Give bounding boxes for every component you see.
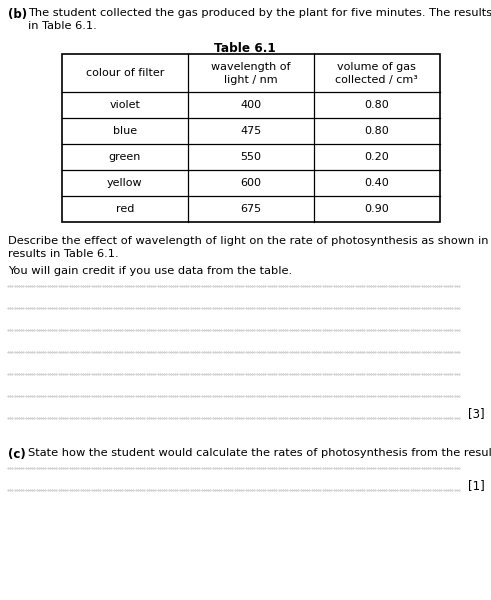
Text: collected / cm³: collected / cm³	[335, 75, 418, 85]
Text: [1]: [1]	[468, 479, 485, 493]
Text: violet: violet	[109, 100, 140, 110]
Text: 550: 550	[240, 152, 261, 162]
Text: 675: 675	[240, 204, 261, 214]
Text: yellow: yellow	[107, 178, 143, 188]
Text: 0.80: 0.80	[364, 100, 389, 110]
Bar	[62, 54, 440, 222]
Text: light / nm: light / nm	[224, 75, 277, 85]
Text: Table 6.1: Table 6.1	[214, 42, 276, 55]
Text: 475: 475	[240, 126, 261, 136]
Text: 0.40: 0.40	[364, 178, 389, 188]
Text: State how the student would calculate the rates of photosynthesis from the resul: State how the student would calculate th…	[28, 448, 491, 458]
Text: colour of filter: colour of filter	[86, 68, 164, 78]
Text: 0.80: 0.80	[364, 126, 389, 136]
Text: (c): (c)	[8, 448, 26, 461]
Text: blue: blue	[113, 126, 137, 136]
Text: 0.20: 0.20	[364, 152, 389, 162]
Text: in Table 6.1.: in Table 6.1.	[28, 21, 97, 31]
Text: 400: 400	[240, 100, 261, 110]
Text: 0.90: 0.90	[364, 204, 389, 214]
Text: (b): (b)	[8, 8, 27, 21]
Text: 600: 600	[240, 178, 261, 188]
Text: The student collected the gas produced by the plant for five minutes. The result: The student collected the gas produced b…	[28, 8, 491, 18]
Text: Describe the effect of wavelength of light on the rate of photosynthesis as show: Describe the effect of wavelength of lig…	[8, 236, 491, 246]
Text: results in Table 6.1.: results in Table 6.1.	[8, 249, 119, 259]
Text: red: red	[116, 204, 134, 214]
Text: green: green	[109, 152, 141, 162]
Text: wavelength of: wavelength of	[211, 62, 291, 72]
Text: [3]: [3]	[468, 407, 485, 421]
Text: You will gain credit if you use data from the table.: You will gain credit if you use data fro…	[8, 266, 292, 276]
Text: volume of gas: volume of gas	[337, 62, 416, 72]
